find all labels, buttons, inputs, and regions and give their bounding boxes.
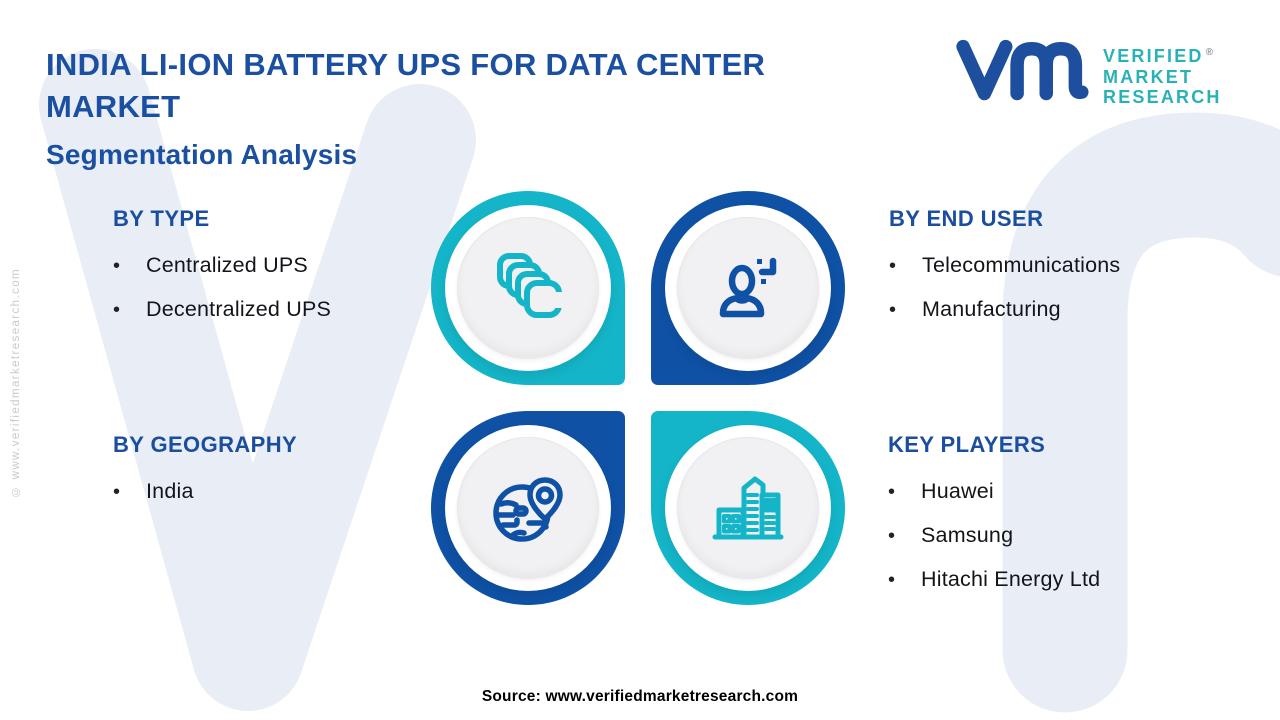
logo-line-research: RESEARCH: [1103, 87, 1222, 107]
bubble-disc: [457, 217, 599, 359]
bubble-disc: [677, 437, 819, 579]
bubble-key-players: [651, 411, 845, 605]
bubble-disc: [677, 217, 819, 359]
list-item: Manufacturing: [889, 297, 1229, 322]
section-title-key-players: KEY PLAYERS: [888, 432, 1046, 457]
section-key-players: KEY PLAYERS Huawei Samsung Hitachi Energ…: [888, 432, 1228, 611]
list-item: India: [113, 479, 433, 504]
section-by-type: BY TYPE Centralized UPS Decentralized UP…: [113, 206, 433, 341]
brand-logo-text: VERIFIED ® MARKET RESEARCH: [1103, 43, 1222, 108]
by-type-list: Centralized UPS Decentralized UPS: [113, 253, 433, 322]
list-item: Hitachi Energy Ltd: [888, 567, 1228, 592]
list-item: Huawei: [888, 479, 1228, 504]
bubble-by-end-user: [651, 191, 845, 385]
key-players-list: Huawei Samsung Hitachi Energy Ltd: [888, 479, 1228, 592]
watermark-letter-v: [39, 49, 476, 711]
list-item: Samsung: [888, 523, 1228, 548]
page-title: INDIA LI-ION BATTERY UPS FOR DATA CENTER…: [46, 47, 766, 124]
bubble-by-geography: [431, 411, 625, 605]
list-item: Telecommunications: [889, 253, 1229, 278]
logo-line-market: MARKET: [1103, 66, 1194, 87]
vmr-logo-mark-icon: [956, 39, 1089, 101]
bubble-disc: [457, 437, 599, 579]
section-title-by-type: BY TYPE: [113, 206, 210, 231]
side-copyright-watermark: © www.verifiedmarketresearch.com: [10, 268, 22, 498]
globe-location-icon: [493, 477, 563, 542]
section-title-by-end-user: BY END USER: [889, 206, 1044, 231]
user-plus-icon: [719, 257, 777, 318]
brand-logo: VERIFIED ® MARKET RESEARCH: [956, 34, 1222, 108]
page-subtitle: Segmentation Analysis: [46, 139, 358, 170]
registered-mark: ®: [1205, 47, 1213, 58]
logo-line-verified: VERIFIED: [1103, 46, 1204, 66]
buildings-icon: [712, 476, 784, 540]
by-end-user-list: Telecommunications Manufacturing: [889, 253, 1229, 322]
list-item: Decentralized UPS: [113, 297, 433, 322]
source-attribution: Source: www.verifiedmarketresearch.com: [481, 688, 799, 705]
bubble-by-type: [431, 191, 625, 385]
section-by-geography: BY GEOGRAPHY India: [113, 432, 433, 523]
section-title-by-geography: BY GEOGRAPHY: [113, 432, 298, 457]
stacked-copies-icon: [497, 253, 565, 318]
section-by-end-user: BY END USER Telecommunications Manufactu…: [889, 206, 1229, 341]
by-geography-list: India: [113, 479, 433, 504]
list-item: Centralized UPS: [113, 253, 433, 278]
